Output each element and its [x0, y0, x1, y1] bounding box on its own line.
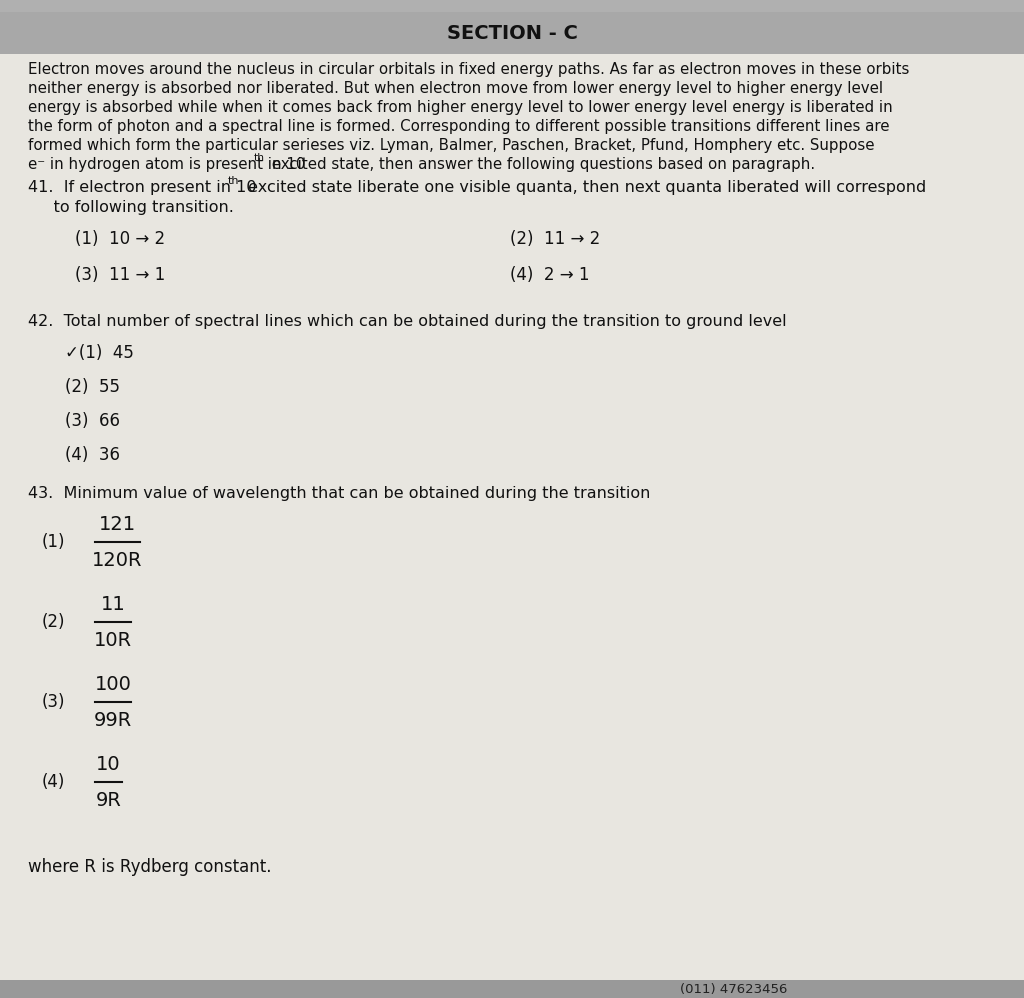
Text: 10R: 10R — [94, 631, 132, 650]
Text: (2)  55: (2) 55 — [65, 378, 120, 396]
FancyBboxPatch shape — [0, 12, 1024, 54]
Text: to following transition.: to following transition. — [28, 200, 233, 215]
Text: (3)  11 → 1: (3) 11 → 1 — [75, 266, 165, 284]
Text: where R is Rydberg constant.: where R is Rydberg constant. — [28, 858, 271, 876]
Text: (011) 47623456: (011) 47623456 — [680, 983, 787, 996]
Text: 9R: 9R — [95, 790, 122, 809]
Text: (4)  2 → 1: (4) 2 → 1 — [510, 266, 590, 284]
Text: (3)  66: (3) 66 — [65, 412, 120, 430]
Text: 11: 11 — [100, 595, 125, 614]
Text: Electron moves around the nucleus in circular orbitals in fixed energy paths. As: Electron moves around the nucleus in cir… — [28, 62, 909, 77]
Text: 99R: 99R — [94, 711, 132, 730]
Text: (4)  36: (4) 36 — [65, 446, 120, 464]
Text: 10: 10 — [96, 754, 121, 773]
Text: energy is absorbed while when it comes back from higher energy level to lower en: energy is absorbed while when it comes b… — [28, 100, 893, 115]
Text: excited state, then answer the following questions based on paragraph.: excited state, then answer the following… — [267, 157, 815, 172]
Text: 41.  If electron present in 10: 41. If electron present in 10 — [28, 180, 256, 195]
Text: (1): (1) — [42, 533, 66, 551]
Text: th: th — [228, 176, 240, 186]
Text: neither energy is absorbed nor liberated. But when electron move from lower ener: neither energy is absorbed nor liberated… — [28, 81, 883, 96]
Text: (2): (2) — [42, 613, 66, 631]
Text: e⁻ in hydrogen atom is present in 10: e⁻ in hydrogen atom is present in 10 — [28, 157, 305, 172]
Text: (2)  11 → 2: (2) 11 → 2 — [510, 230, 600, 248]
Text: (1)  10 → 2: (1) 10 → 2 — [75, 230, 165, 248]
Text: 121: 121 — [98, 515, 136, 534]
Text: SECTION - C: SECTION - C — [446, 24, 578, 43]
Text: th: th — [254, 153, 264, 163]
Text: 43.  Minimum value of wavelength that can be obtained during the transition: 43. Minimum value of wavelength that can… — [28, 486, 650, 501]
FancyBboxPatch shape — [0, 980, 1024, 998]
FancyBboxPatch shape — [0, 0, 1024, 12]
Text: the form of photon and a spectral line is formed. Corresponding to different pos: the form of photon and a spectral line i… — [28, 119, 890, 134]
Text: 120R: 120R — [92, 551, 142, 570]
Text: (3): (3) — [42, 693, 66, 711]
Text: formed which form the particular serieses viz. Lyman, Balmer, Paschen, Bracket, : formed which form the particular seriese… — [28, 138, 874, 153]
Text: 42.  Total number of spectral lines which can be obtained during the transition : 42. Total number of spectral lines which… — [28, 314, 786, 329]
Text: ✓(1)  45: ✓(1) 45 — [65, 344, 134, 362]
Text: 100: 100 — [94, 675, 131, 694]
Text: excited state liberate one visible quanta, then next quanta liberated will corre: excited state liberate one visible quant… — [243, 180, 926, 195]
Text: (4): (4) — [42, 773, 66, 791]
